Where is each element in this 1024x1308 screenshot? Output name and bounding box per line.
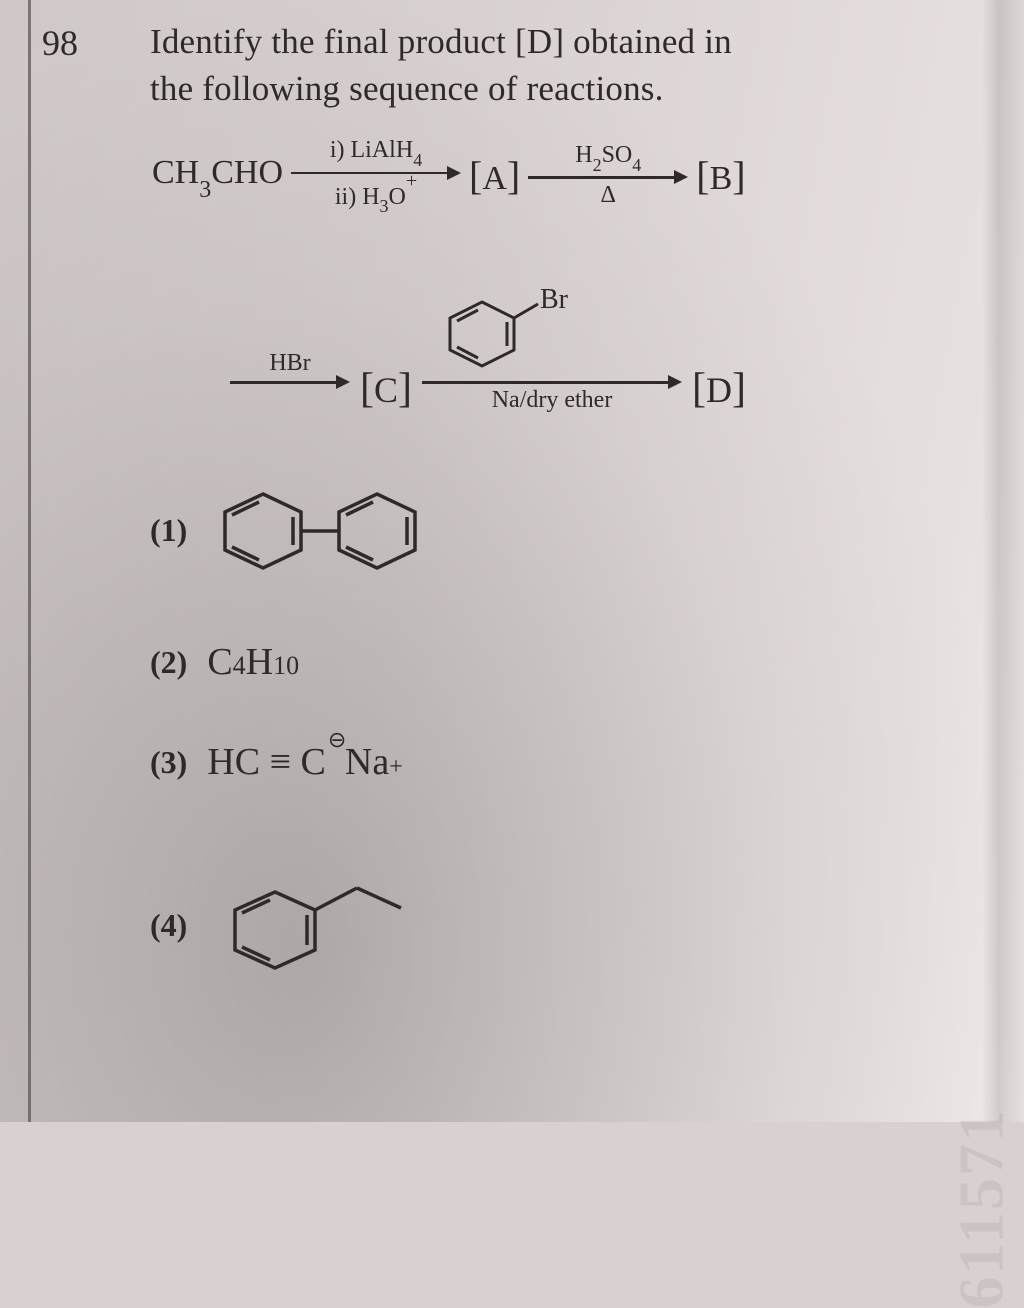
species-A: [A]	[467, 152, 522, 199]
option-2-text: C4H10	[207, 640, 299, 684]
watermark-bottom: 611571	[944, 1108, 1018, 1308]
prompt-line-1: Identify the final product [D] obtained …	[150, 22, 732, 61]
option-3: (3) HC ≡ C⊖ Na+	[150, 740, 403, 784]
reagent-step3-top: HBr	[269, 351, 310, 376]
reagent-step2-top: H2SO4	[575, 143, 641, 172]
species-B: [B]	[694, 152, 747, 199]
question-prompt: Identify the final product [D] obtained …	[150, 18, 970, 113]
option-1-number: (1)	[150, 512, 187, 549]
reagent-step2-bottom: Δ	[601, 183, 616, 208]
reaction-row-2: HBr [C] Br Na/dry ether [D	[230, 288, 950, 413]
prompt-line-2: the following sequence of reactions.	[150, 69, 664, 108]
species-start: CH3CHO	[150, 154, 285, 198]
arrow-step4: Br Na/dry ether	[422, 288, 682, 413]
bromobenzene-structure: Br	[422, 288, 582, 388]
arrow-step1: i) LiAlH4 ii) H3O+	[291, 138, 461, 213]
species-D: [D]	[690, 365, 748, 413]
option-4-number: (4)	[150, 907, 187, 944]
option-4: (4)	[150, 850, 447, 1000]
arrow-step2: H2SO4 Δ	[528, 143, 688, 209]
option-3-number: (3)	[150, 744, 187, 781]
ethylbenzene-structure	[207, 850, 447, 1000]
biphenyl-structure	[207, 470, 487, 590]
reagent-step4-bottom: Na/dry ether	[492, 388, 613, 413]
option-2: (2) C4H10	[150, 640, 299, 684]
option-1: (1)	[150, 470, 487, 590]
option-2-number: (2)	[150, 644, 187, 681]
reagent-step1-top: i) LiAlH4	[330, 138, 422, 167]
question-number: 98	[42, 22, 78, 64]
species-C: [C]	[358, 365, 414, 413]
right-page-shadow	[982, 0, 1024, 1122]
reagent-step1-bottom: ii) H3O+	[335, 179, 417, 214]
option-3-text: HC ≡ C⊖ Na+	[207, 740, 402, 784]
bromo-label: Br	[540, 284, 569, 315]
reaction-row-1: CH3CHO i) LiAlH4 ii) H3O+ [A] H2SO4 Δ [B…	[150, 138, 980, 213]
arrow-step3: HBr	[230, 351, 350, 413]
left-margin-rule	[28, 0, 31, 1122]
